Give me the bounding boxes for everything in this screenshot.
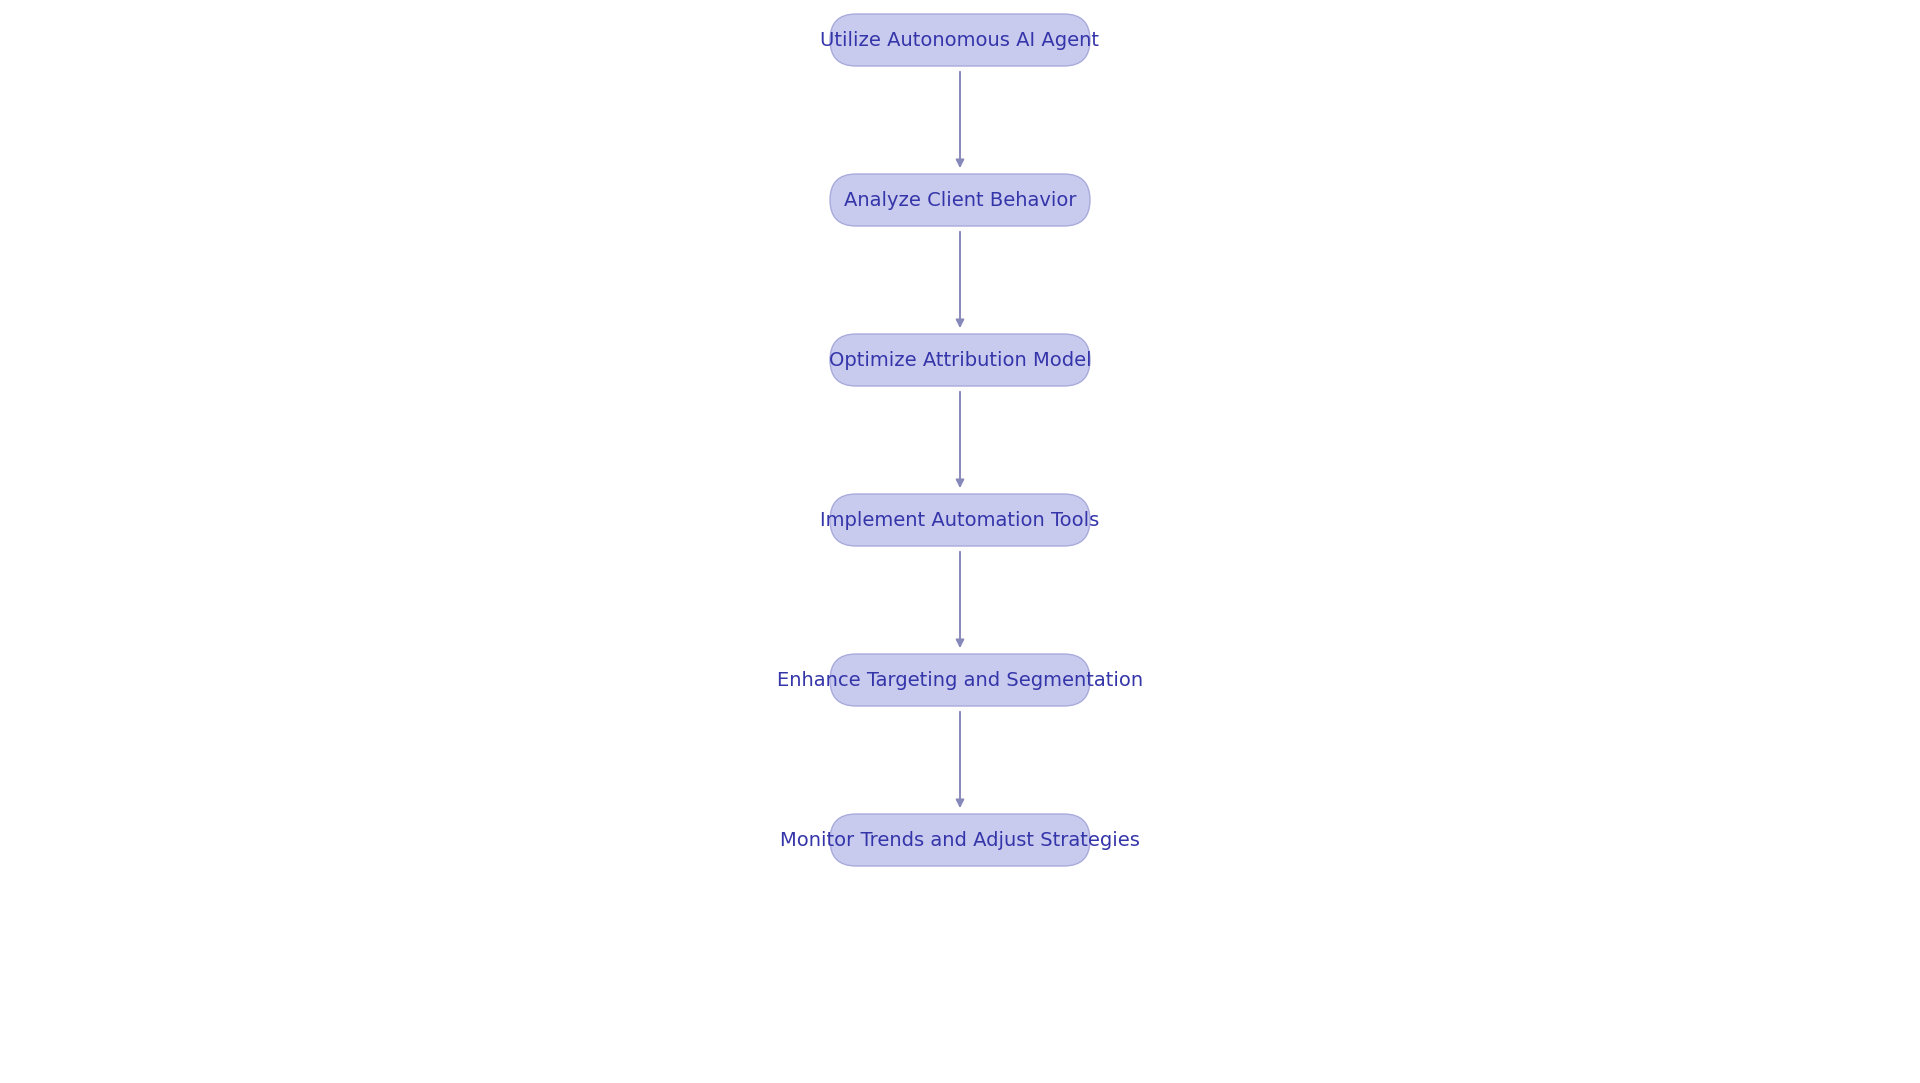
FancyBboxPatch shape <box>829 814 1091 866</box>
FancyBboxPatch shape <box>829 494 1091 546</box>
Text: Optimize Attribution Model: Optimize Attribution Model <box>829 351 1091 369</box>
FancyBboxPatch shape <box>829 14 1091 66</box>
Text: Monitor Trends and Adjust Strategies: Monitor Trends and Adjust Strategies <box>780 831 1140 849</box>
Text: Analyze Client Behavior: Analyze Client Behavior <box>843 191 1077 209</box>
FancyBboxPatch shape <box>829 174 1091 226</box>
Text: Utilize Autonomous AI Agent: Utilize Autonomous AI Agent <box>820 30 1100 50</box>
FancyBboxPatch shape <box>829 334 1091 386</box>
FancyBboxPatch shape <box>829 654 1091 706</box>
Text: Implement Automation Tools: Implement Automation Tools <box>820 510 1100 530</box>
Text: Enhance Targeting and Segmentation: Enhance Targeting and Segmentation <box>778 670 1142 690</box>
